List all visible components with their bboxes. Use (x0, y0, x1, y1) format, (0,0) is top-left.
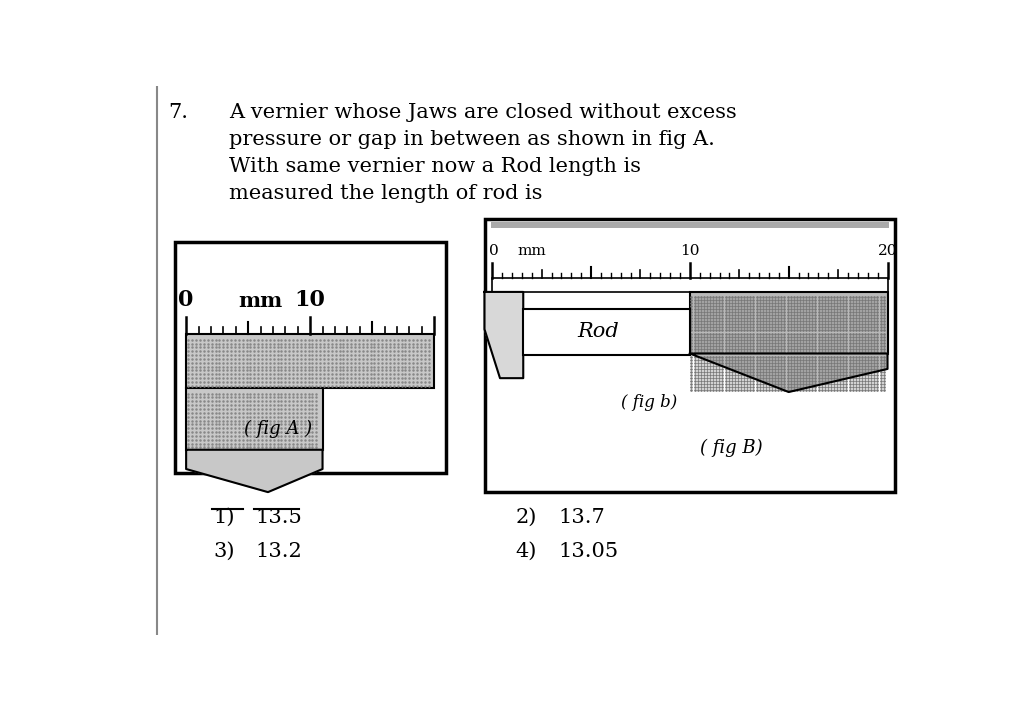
Bar (690, 292, 888, 354)
Text: 13.5: 13.5 (256, 508, 303, 526)
Polygon shape (690, 354, 888, 392)
Text: 1): 1) (213, 508, 234, 526)
Text: 0: 0 (488, 244, 499, 258)
Bar (186, 388, 323, 450)
Text: A vernier whose Jaws are closed without excess: A vernier whose Jaws are closed without … (228, 103, 736, 122)
Text: pressure or gap in between as shown in fig A.: pressure or gap in between as shown in f… (228, 130, 715, 149)
Text: 2): 2) (515, 508, 537, 526)
Text: ( fig B): ( fig B) (699, 439, 762, 458)
Bar (493, 278, 888, 292)
Text: 13.7: 13.7 (558, 508, 605, 526)
Bar (174, 242, 445, 473)
Text: mm: mm (517, 244, 546, 258)
Bar (186, 334, 434, 388)
Text: 10: 10 (295, 289, 326, 311)
Text: 3): 3) (213, 542, 234, 561)
Text: mm: mm (239, 291, 283, 311)
Text: ( fig b): ( fig b) (621, 394, 677, 411)
Polygon shape (186, 450, 323, 492)
Text: 20: 20 (878, 244, 897, 258)
Text: 4): 4) (515, 542, 537, 561)
Text: 13.2: 13.2 (256, 542, 303, 561)
Bar (484, 219, 895, 492)
Text: ( fig A ): ( fig A ) (244, 420, 311, 438)
Bar (523, 309, 690, 355)
Text: measured the length of rod is: measured the length of rod is (228, 184, 543, 203)
Text: With same vernier now a Rod length is: With same vernier now a Rod length is (228, 157, 641, 176)
Text: 0: 0 (178, 289, 194, 311)
Polygon shape (484, 292, 523, 378)
Text: 7.: 7. (168, 103, 188, 122)
Text: 10: 10 (680, 244, 699, 258)
Text: 13.05: 13.05 (558, 542, 618, 561)
Bar (490, 222, 889, 228)
Text: Rod: Rod (578, 322, 620, 342)
